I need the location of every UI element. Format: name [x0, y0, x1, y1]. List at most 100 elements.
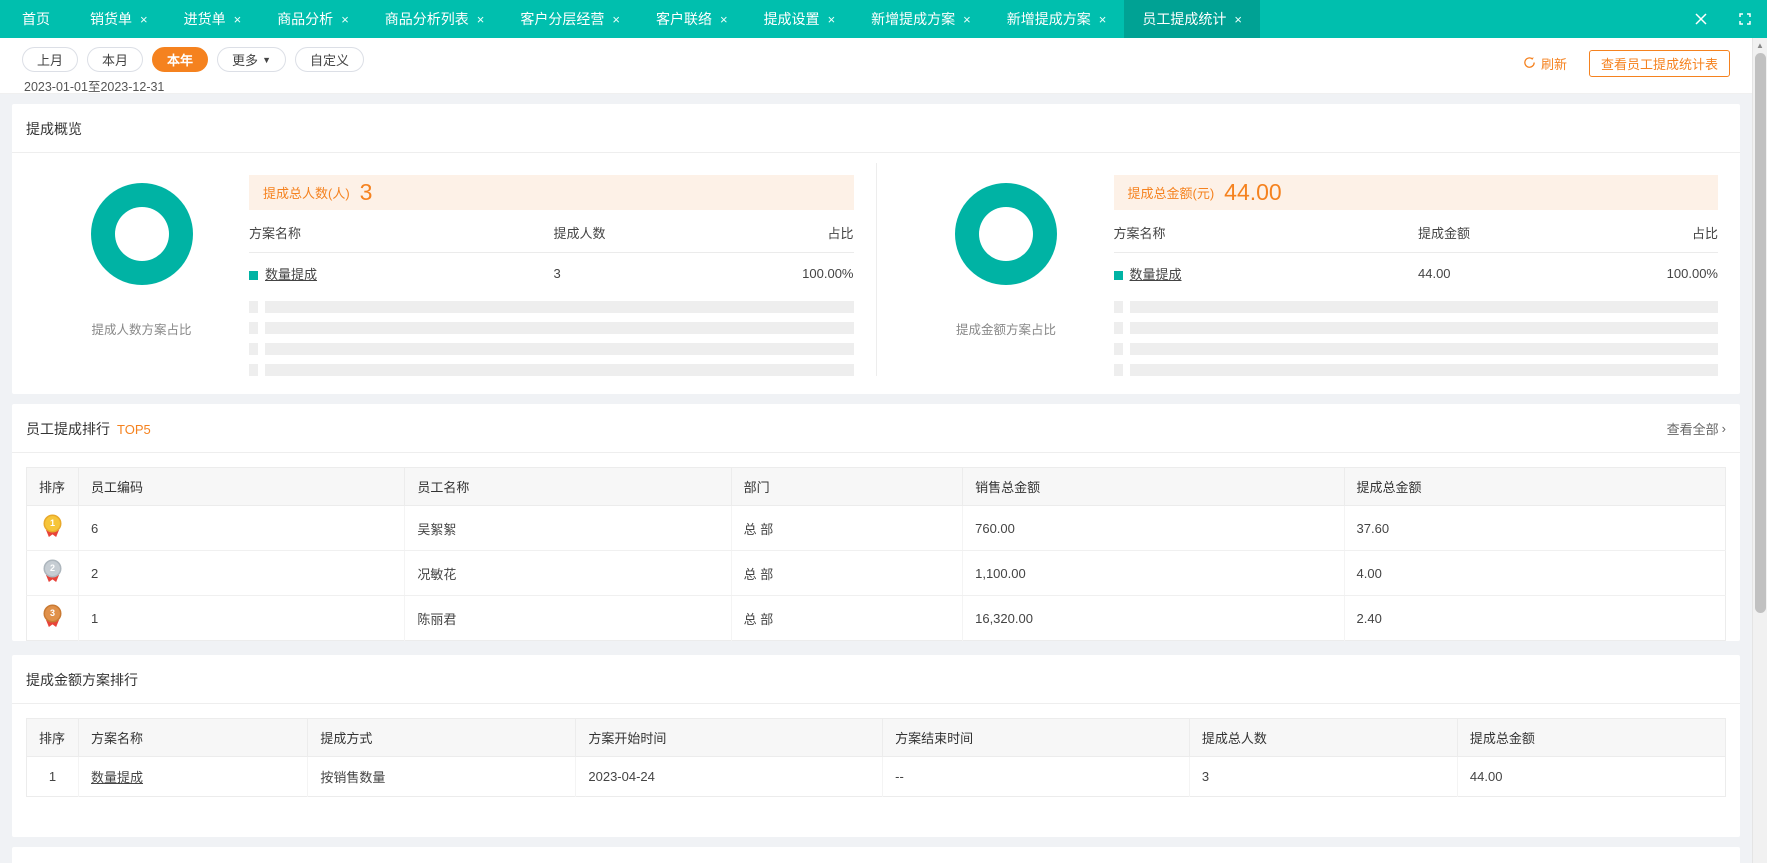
date-chip-label: 本年 — [167, 53, 194, 68]
placeholder-swatch — [1113, 301, 1123, 313]
employee-rank-table: 排序 员工编码 员工名称 部门 销售总金额 提成总金额 1 6 吴絮絮总 部 760.00 37.6… — [26, 467, 1726, 641]
view-commission-report-button[interactable]: 查看员工提成统计表 — [1588, 50, 1730, 77]
view-all-label: 查看全部 — [1666, 421, 1719, 437]
tab-close-icon[interactable]: × — [612, 11, 620, 27]
table-row[interactable]: 3 1 陈丽君总 部 16,320.00 2.40 — [26, 595, 1726, 641]
col-amount: 提成金额 — [1418, 210, 1608, 253]
cell-employee-name: 况敏花 — [404, 550, 732, 596]
date-chip-label: 本月 — [102, 53, 129, 68]
close-icon[interactable] — [1679, 0, 1723, 38]
tab-6[interactable]: 客户联络 × — [638, 0, 746, 38]
table-header-row: 方案名称 提成金额 占比 — [1113, 210, 1718, 253]
placeholder-swatch — [249, 364, 258, 376]
cell-plan-name: 数量提成 — [249, 253, 554, 293]
amount-breakdown-table: 方案名称 提成金额 占比 数量提成 44.00 100.00% — [1113, 210, 1718, 293]
filter-toolbar: 上月 本月 本年 更多 ▼ 自定义 2023-01-01至2023-12-31 刷新 查看… — [0, 38, 1752, 94]
tab-label: 首页 — [22, 11, 50, 27]
placeholder-row — [1113, 343, 1718, 355]
cell-department: 总 部 — [731, 505, 964, 551]
legend-swatch-icon — [249, 271, 258, 281]
col-plan-name: 方案名称 — [78, 718, 309, 757]
date-chip-0[interactable]: 上月 — [22, 47, 79, 72]
col-plan-name: 方案名称 — [1113, 210, 1418, 253]
tab-close-icon[interactable]: × — [233, 11, 242, 27]
tab-7[interactable]: 提成设置 × — [746, 0, 854, 38]
tab-10[interactable]: 员工提成统计 × — [1124, 0, 1260, 38]
plan-link[interactable]: 数量提成 — [91, 770, 144, 785]
view-all-link[interactable]: 查看全部 › — [1667, 419, 1726, 438]
tab-1[interactable]: 销货单 × — [72, 0, 166, 38]
date-chip-label: 上月 — [37, 53, 64, 68]
table-header-row: 排序 方案名称 提成方式 方案开始时间 方案结束时间 提成总人数 提成总金额 — [26, 718, 1726, 757]
col-start-date: 方案开始时间 — [575, 718, 884, 757]
tab-label: 商品分析列表 — [384, 11, 469, 27]
cell-percent: 100.00% — [1666, 266, 1718, 281]
tabbar-spacer — [1260, 0, 1679, 38]
plan-link[interactable]: 数量提成 — [265, 267, 318, 282]
date-chip-4[interactable]: 自定义 — [294, 47, 364, 72]
table-header-row: 排序 员工编码 员工名称 部门 销售总金额 提成总金额 — [26, 467, 1726, 506]
placeholder-row — [249, 322, 854, 334]
employee-rank-title-text: 员工提成排行 — [26, 421, 110, 437]
table-row[interactable]: 2 2 况敏花总 部 1,100.00 4.00 — [26, 550, 1726, 596]
date-chip-3[interactable]: 更多 ▼ — [217, 47, 286, 72]
people-kpi-label: 提成总人数(人) — [263, 186, 350, 201]
placeholder-swatch — [249, 322, 258, 334]
placeholder-bar — [265, 364, 854, 376]
tab-8[interactable]: 新增提成方案 × — [853, 0, 989, 38]
tab-close-icon[interactable]: × — [719, 11, 728, 27]
col-rank: 排序 — [26, 718, 79, 757]
tab-close-icon[interactable]: × — [140, 11, 148, 27]
maximize-icon[interactable] — [1723, 0, 1767, 38]
tab-close-icon[interactable]: × — [1234, 11, 1242, 27]
cell-rank: 2 — [26, 550, 79, 596]
amount-placeholder-rows — [1113, 301, 1718, 376]
overview-people-panel: 提成人数方案占比 提成总人数(人) 3 方案名称 提成人数 占比 — [12, 163, 877, 376]
placeholder-row — [1113, 322, 1718, 334]
tab-close-icon[interactable]: × — [963, 11, 971, 27]
table-row[interactable]: 1 6 吴絮絮总 部 760.00 37.60 — [26, 505, 1726, 551]
chevron-down-icon: ▼ — [262, 54, 271, 65]
col-plan-name: 方案名称 — [249, 210, 554, 253]
scrollbar-thumb[interactable] — [1755, 53, 1766, 613]
cell-department: 总 部 — [731, 595, 964, 641]
tab-4[interactable]: 商品分析列表 × — [367, 0, 503, 38]
cell-employee-code: 6 — [78, 505, 406, 551]
cell-plan-name: 数量提成 — [78, 756, 309, 797]
table-row: 数量提成 44.00 100.00% — [1113, 253, 1718, 293]
dept-card: 部门提成情况 序号部门名称提成方式方案开始时间方案结束时间参与提成人数提成总金额… — [12, 847, 1740, 863]
tab-5[interactable]: 客户分层经营 × — [502, 0, 638, 38]
tab-9[interactable]: 新增提成方案 × — [989, 0, 1125, 38]
date-chip-2[interactable]: 本年 — [152, 47, 209, 72]
col-percent: 占比 — [1608, 210, 1718, 253]
cell-people-count: 3 — [553, 266, 561, 281]
plan-link[interactable]: 数量提成 — [1129, 267, 1182, 282]
placeholder-bar — [1129, 364, 1718, 376]
tab-3[interactable]: 商品分析 × — [259, 0, 367, 38]
tab-close-icon[interactable]: × — [1098, 11, 1107, 27]
col-percent: 占比 — [743, 210, 854, 253]
col-people-count: 提成总人数 — [1189, 718, 1458, 757]
tab-close-icon[interactable]: × — [341, 11, 349, 27]
tab-2[interactable]: 进货单 × — [166, 0, 260, 38]
cell-total-sales: 760.00 — [962, 505, 1345, 551]
scroll-up-arrow-icon[interactable]: ▲ — [1756, 40, 1764, 50]
cell-commission-mode: 按销售数量 — [307, 756, 577, 797]
plan-rank-card: 提成金额方案排行 排序 方案名称 提成方式 方案开始时间 方案结束时间 提成总人数 提成总金… — [12, 655, 1740, 837]
date-chip-1[interactable]: 本月 — [87, 47, 144, 72]
placeholder-swatch — [249, 343, 258, 355]
cell-total-sales: 16,320.00 — [962, 595, 1345, 641]
tab-close-icon[interactable]: × — [827, 11, 836, 27]
tab-label: 进货单 — [183, 11, 226, 27]
cell-rank: 1 — [26, 756, 79, 797]
amount-kpi-label: 提成总金额(元) — [1127, 186, 1215, 201]
refresh-button[interactable]: 刷新 — [1523, 54, 1567, 73]
vertical-scrollbar[interactable]: ▲ — [1752, 38, 1767, 863]
placeholder-row — [249, 343, 854, 355]
cell-total-commission: 37.60 — [1344, 505, 1726, 551]
amount-kpi-value: 44.00 — [1224, 179, 1282, 205]
table-row[interactable]: 1 数量提成 按销售数量 2023-04-24 -- 3 44.00 — [26, 756, 1726, 797]
tab-0[interactable]: 首页 — [0, 0, 72, 38]
tab-label: 新增提成方案 — [871, 11, 956, 27]
tab-close-icon[interactable]: × — [476, 11, 485, 27]
